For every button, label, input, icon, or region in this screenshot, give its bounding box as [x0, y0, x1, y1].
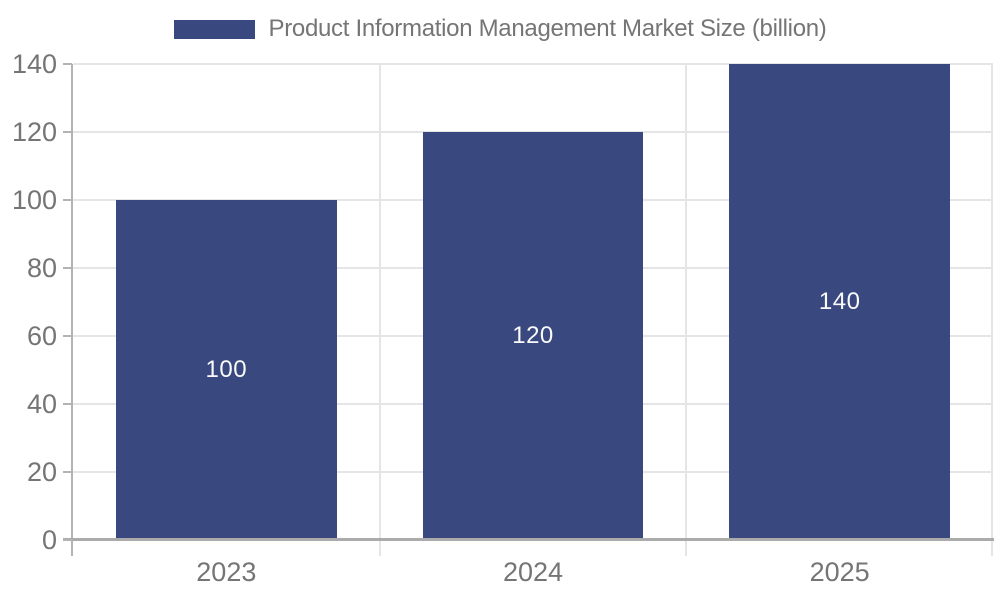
- y-tick-mark: [63, 403, 72, 405]
- v-gridline: [991, 64, 993, 556]
- h-gridline: [73, 63, 993, 65]
- x-axis-line: [63, 538, 994, 541]
- y-tick-label: 0: [41, 525, 57, 555]
- y-tick-label: 80: [26, 253, 57, 283]
- y-tick-mark: [63, 131, 72, 133]
- bar-value-label: 140: [818, 288, 861, 315]
- x-tick-label: 2024: [502, 557, 564, 587]
- y-tick-label: 60: [26, 321, 57, 351]
- bar-2024: 120: [422, 132, 644, 540]
- legend-swatch-icon: [173, 19, 255, 39]
- y-tick-label: 140: [11, 49, 57, 79]
- y-tick-mark: [63, 267, 72, 269]
- y-axis-line: [71, 64, 73, 556]
- legend-label: Product Information Management Market Si…: [268, 15, 827, 42]
- y-tick-mark: [63, 539, 72, 541]
- bar-2023: 100: [115, 200, 337, 540]
- y-tick-mark: [63, 199, 72, 201]
- y-tick-mark: [63, 63, 72, 65]
- bar-value-label: 120: [512, 322, 554, 349]
- y-axis-tick-labels: 0 20 40 60 80 100 120 140: [0, 0, 57, 600]
- y-tick-label: 20: [26, 457, 57, 487]
- v-gridline: [685, 64, 688, 556]
- bar-2025: 140: [729, 64, 951, 540]
- v-gridline: [378, 64, 381, 556]
- plot-area: 100 120 140: [73, 63, 993, 556]
- y-tick-label: 120: [11, 117, 57, 147]
- y-tick-mark: [63, 471, 72, 473]
- legend[interactable]: Product Information Management Market Si…: [0, 15, 1000, 43]
- x-tick-label: 2023: [196, 557, 257, 587]
- y-tick-label: 40: [26, 389, 57, 419]
- x-tick-label: 2025: [809, 557, 870, 587]
- bar-value-label: 100: [205, 356, 248, 383]
- y-tick-label: 100: [11, 185, 57, 215]
- y-tick-mark: [63, 335, 72, 337]
